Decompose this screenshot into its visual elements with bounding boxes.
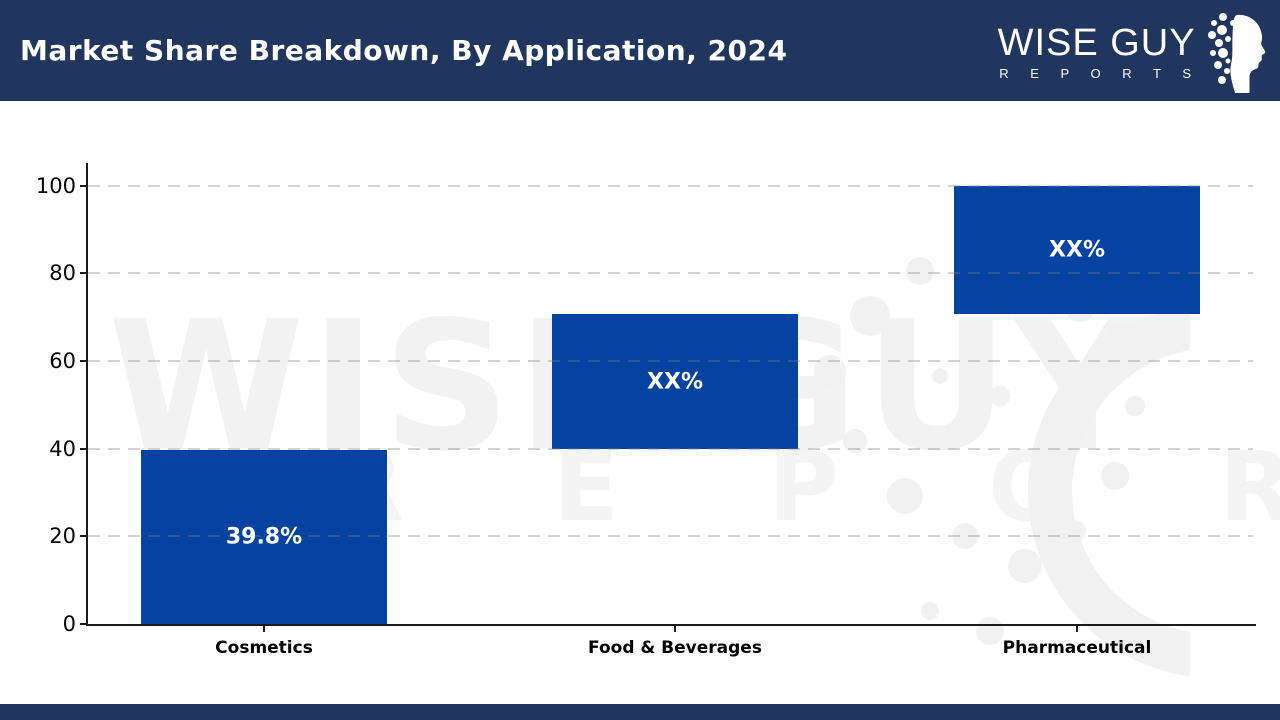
gridline	[88, 359, 1253, 362]
header-band: Market Share Breakdown, By Application, …	[0, 0, 1280, 101]
y-tick-label: 100	[35, 173, 76, 198]
wise-guy-reports-logo: WISE GUY R E P O R T S	[993, 6, 1266, 98]
x-axis-tick	[1076, 625, 1078, 632]
x-tick-label: Pharmaceutical	[1002, 638, 1152, 658]
logo-text: WISE GUY R E P O R T S	[993, 24, 1200, 80]
y-axis-tick	[80, 447, 87, 450]
y-tick-label: 60	[49, 348, 76, 373]
logo-subtext: R E P O R T S	[999, 66, 1200, 81]
gridline	[88, 447, 1253, 450]
y-axis-tick	[80, 623, 87, 625]
y-tick-label: 40	[49, 436, 76, 461]
x-tick-label: Cosmetics	[215, 638, 313, 658]
y-axis-line	[86, 163, 88, 626]
bar-cosmetics	[141, 449, 387, 624]
y-axis-tick	[80, 272, 87, 275]
chart-canvas: WISE GUY R E P O R T S	[0, 101, 1280, 704]
y-tick-label: 80	[49, 261, 76, 286]
logo-wordmark: WISE GUY	[997, 22, 1196, 64]
bar-value-label: XX%	[1049, 237, 1105, 263]
bar-food-beverages	[552, 314, 798, 449]
y-tick-label: 0	[62, 612, 76, 636]
face-profile-icon	[1208, 13, 1266, 94]
page-title: Market Share Breakdown, By Application, …	[20, 34, 788, 67]
y-axis-tick	[80, 535, 87, 538]
y-axis-tick	[80, 359, 87, 362]
y-axis-tick	[80, 184, 87, 187]
x-axis-tick	[674, 625, 676, 632]
bar-value-label: XX%	[647, 369, 703, 395]
bar-pharmaceutical	[954, 185, 1200, 315]
y-tick-label: 20	[49, 524, 76, 549]
gridline	[88, 272, 1253, 275]
gridline	[88, 184, 1253, 187]
x-axis-tick	[263, 625, 265, 632]
x-tick-label: Food & Beverages	[588, 638, 762, 658]
bar-value-label: 39.8%	[225, 524, 303, 550]
gridline	[88, 535, 1253, 538]
x-axis-line	[86, 624, 1256, 626]
footer-band	[0, 704, 1280, 720]
